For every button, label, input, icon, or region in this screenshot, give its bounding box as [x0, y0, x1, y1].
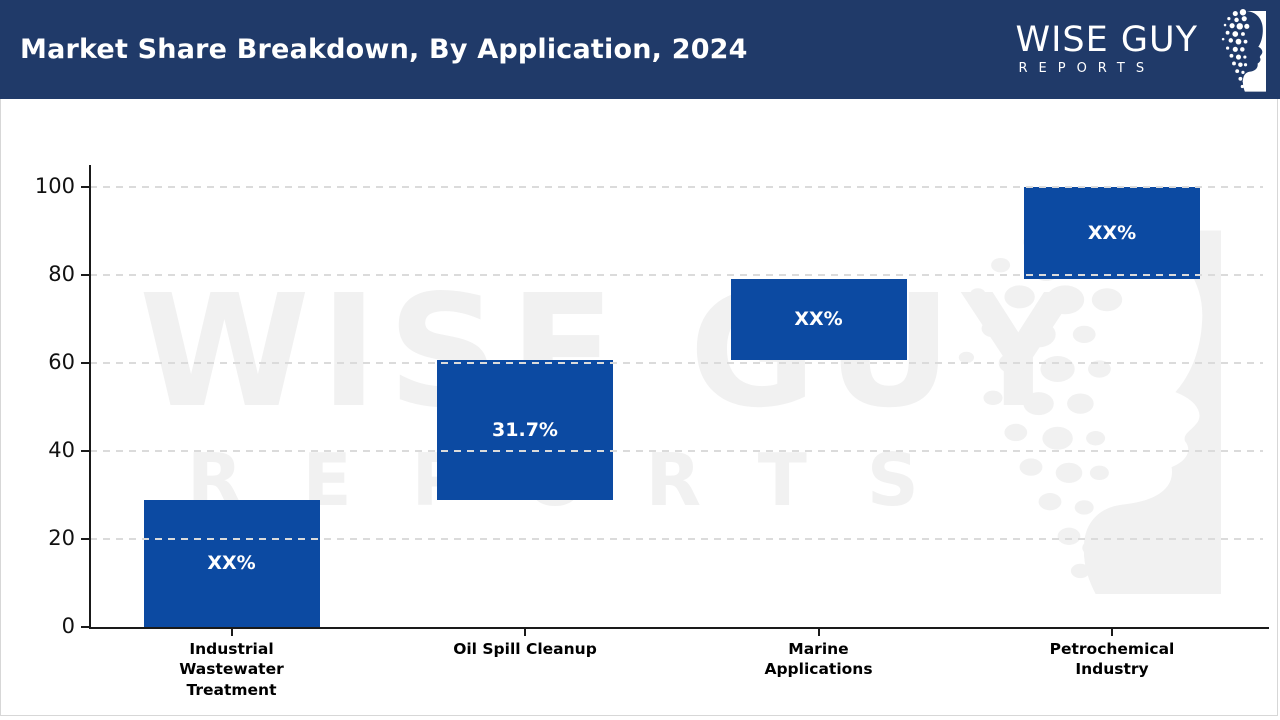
y-tick-label: 20: [48, 526, 75, 550]
x-axis-tick: [230, 628, 233, 636]
category-label: Petrochemical Industry: [1049, 640, 1175, 679]
y-axis-line: [89, 165, 91, 629]
category-label: Marine Applications: [764, 640, 873, 679]
waterfall-bar: XX%: [1024, 187, 1200, 279]
wiseguy-logo-text: WISE GUY REPORTS: [1015, 20, 1198, 77]
bar-value-label: XX%: [1087, 221, 1137, 244]
x-axis-tick: [524, 628, 526, 636]
y-axis-tick: [81, 274, 89, 276]
header-bar: Market Share Breakdown, By Application, …: [0, 0, 1280, 99]
waterfall-bar: XX%: [730, 278, 907, 361]
x-axis-line: [89, 627, 1269, 629]
gridline: [90, 450, 1263, 452]
y-axis-tick: [81, 538, 89, 540]
y-axis-tick: [81, 362, 89, 364]
bar-value-label: XX%: [207, 552, 256, 575]
waterfall-plot: XX% 31.7% XX% XX% 0 20 40 60 80 100 Industrial Was…: [1, 99, 1277, 715]
bar-value-label: 31.7%: [492, 419, 558, 442]
gridline: [90, 274, 1263, 276]
y-tick-label: 60: [48, 350, 75, 374]
chart-area: WISE GUY REPORTS XX%31.7%XX%XX%020406080…: [0, 99, 1278, 716]
x-axis-tick: [817, 628, 820, 636]
y-tick-label: 100: [34, 174, 75, 198]
waterfall-bar: 31.7%: [437, 360, 613, 500]
y-axis-tick: [81, 450, 89, 452]
bar-value-label: XX%: [794, 308, 843, 331]
y-tick-label: 0: [61, 614, 75, 638]
logo-wiseguy-label: WISE GUY: [1015, 20, 1198, 60]
logo-reports-label: REPORTS: [1018, 61, 1156, 76]
y-axis-tick: [81, 186, 89, 188]
y-tick-label: 80: [48, 262, 75, 286]
y-tick-label: 40: [48, 438, 75, 462]
category-label: Oil Spill Cleanup: [453, 640, 597, 658]
gridline: [90, 538, 1263, 540]
category-label: Industrial Wastewater Treatment: [179, 640, 284, 699]
x-axis-tick: [1111, 628, 1113, 636]
waterfall-bar: XX%: [143, 499, 320, 627]
y-axis-tick: [81, 626, 89, 628]
wiseguy-face-icon: [1221, 8, 1266, 92]
gridline: [90, 186, 1263, 188]
page-title: Market Share Breakdown, By Application, …: [20, 34, 748, 65]
wiseguy-logo: WISE GUY REPORTS: [1015, 0, 1266, 99]
gridline: [90, 362, 1263, 364]
